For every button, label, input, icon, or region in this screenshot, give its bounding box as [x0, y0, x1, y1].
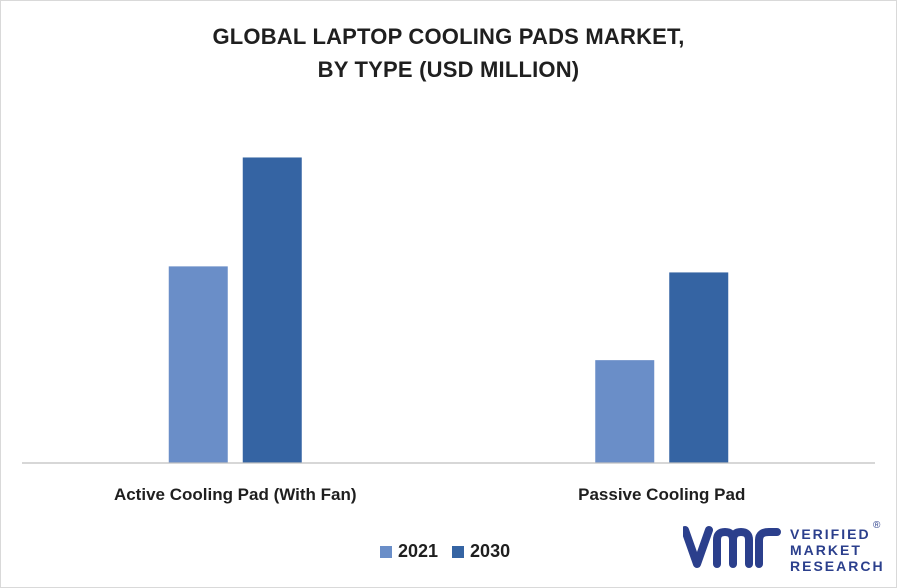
- bar-2030-1: [242, 157, 302, 463]
- category-labels-group: Active Cooling Pad (With Fan) Passive Coo…: [114, 485, 745, 504]
- registered-mark: ®: [873, 520, 881, 531]
- chart-title-line-1: GLOBAL LAPTOP COOLING PADS MARKET,: [212, 24, 685, 49]
- logo-text: VERIFIED MARKET RESEARCH: [790, 526, 885, 574]
- legend-swatch-2021: [380, 545, 392, 558]
- logo-text-research: RESEARCH: [790, 558, 885, 574]
- chart-title: GLOBAL LAPTOP COOLING PADS MARKET, BY TY…: [0, 20, 897, 86]
- legend: 2021 2030: [380, 541, 510, 562]
- legend-item-2030: 2030: [452, 541, 510, 562]
- legend-item-2021: 2021: [380, 541, 438, 562]
- chart-title-line-2: BY TYPE (USD MILLION): [317, 57, 580, 82]
- bar-2030-2: [669, 272, 729, 463]
- bars-group: [168, 157, 729, 463]
- legend-swatch-2030: [452, 545, 465, 558]
- category-label-1: Active Cooling Pad (With Fan): [114, 485, 357, 504]
- logo-text-market: MARKET: [790, 542, 862, 558]
- bar-2021-2: [595, 360, 655, 463]
- vmr-logo-icon: [681, 526, 781, 568]
- legend-label-2030: 2030: [470, 541, 511, 561]
- category-label-2: Passive Cooling Pad: [578, 485, 745, 504]
- legend-label-2021: 2021: [398, 541, 439, 561]
- verified-market-research-logo: VERIFIED MARKET RESEARCH ®: [681, 520, 885, 577]
- logo-text-verified: VERIFIED: [790, 526, 871, 542]
- bar-2021-1: [168, 266, 228, 463]
